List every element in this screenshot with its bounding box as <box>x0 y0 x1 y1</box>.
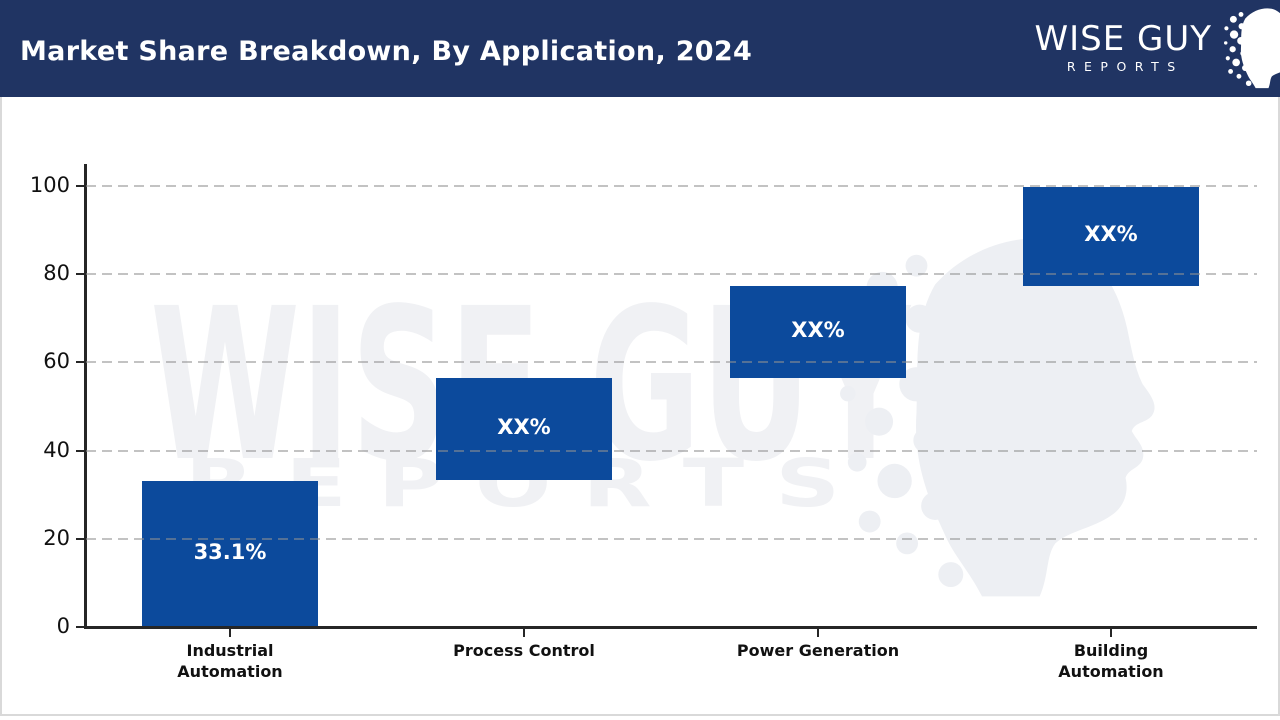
gridline-100 <box>86 185 1257 187</box>
y-tick-60 <box>76 361 85 364</box>
x-tick-3 <box>817 629 819 637</box>
y-tick-label-20: 20 <box>43 525 70 550</box>
y-tick-0 <box>76 626 85 628</box>
bar-process-control <box>436 378 612 481</box>
x-tick-4 <box>1110 629 1112 637</box>
x-tick-2 <box>523 629 525 637</box>
y-tick-20 <box>76 537 85 540</box>
page-border-left <box>0 97 2 716</box>
x-axis <box>84 626 1257 629</box>
page-border-bottom <box>0 714 1280 716</box>
x-axis-category-label-process-control: Process Control <box>453 641 595 660</box>
gridline-20 <box>86 537 1257 540</box>
bar-value-label-power-generation: XX% <box>791 318 845 343</box>
bar-industrial-automation <box>142 481 318 627</box>
gridline-60 <box>86 361 1257 364</box>
x-axis-category-label-building-automation: Building Automation <box>1058 641 1164 681</box>
logo-wordmark: WISE GUY <box>1034 19 1212 59</box>
y-tick-100 <box>76 185 85 187</box>
x-axis-category-label-power-generation: Power Generation <box>736 641 900 660</box>
y-tick-label-100: 100 <box>29 173 70 197</box>
y-tick-label-40: 40 <box>43 437 70 462</box>
x-tick-1 <box>229 629 231 637</box>
page-title: Market Share Breakdown, By Application, … <box>20 36 753 67</box>
y-tick-label-80: 80 <box>43 261 70 286</box>
header: Market Share Breakdown, By Application, … <box>0 0 1280 97</box>
x-axis-category-label-industrial-automation: Industrial Automation <box>177 641 283 681</box>
gridline-40 <box>86 449 1257 452</box>
y-axis <box>84 164 87 629</box>
gridline-80 <box>86 273 1257 276</box>
bar-value-label-process-control: XX% <box>497 415 551 440</box>
logo-reports-label: REPORTS <box>1066 59 1184 74</box>
wiseguy-logo: WISE GUY REPORTS <box>1030 0 1280 97</box>
bar-value-label-industrial-automation: 33.1% <box>193 540 267 564</box>
bar-value-label-building-automation: XX% <box>1084 222 1138 247</box>
page-border-right <box>1278 97 1280 716</box>
y-tick-label-0: 0 <box>56 614 70 638</box>
logo-text: WISE GUY REPORTS <box>1034 22 1212 74</box>
y-tick-40 <box>76 449 85 452</box>
y-tick-80 <box>76 273 85 276</box>
y-tick-label-60: 60 <box>43 349 70 374</box>
